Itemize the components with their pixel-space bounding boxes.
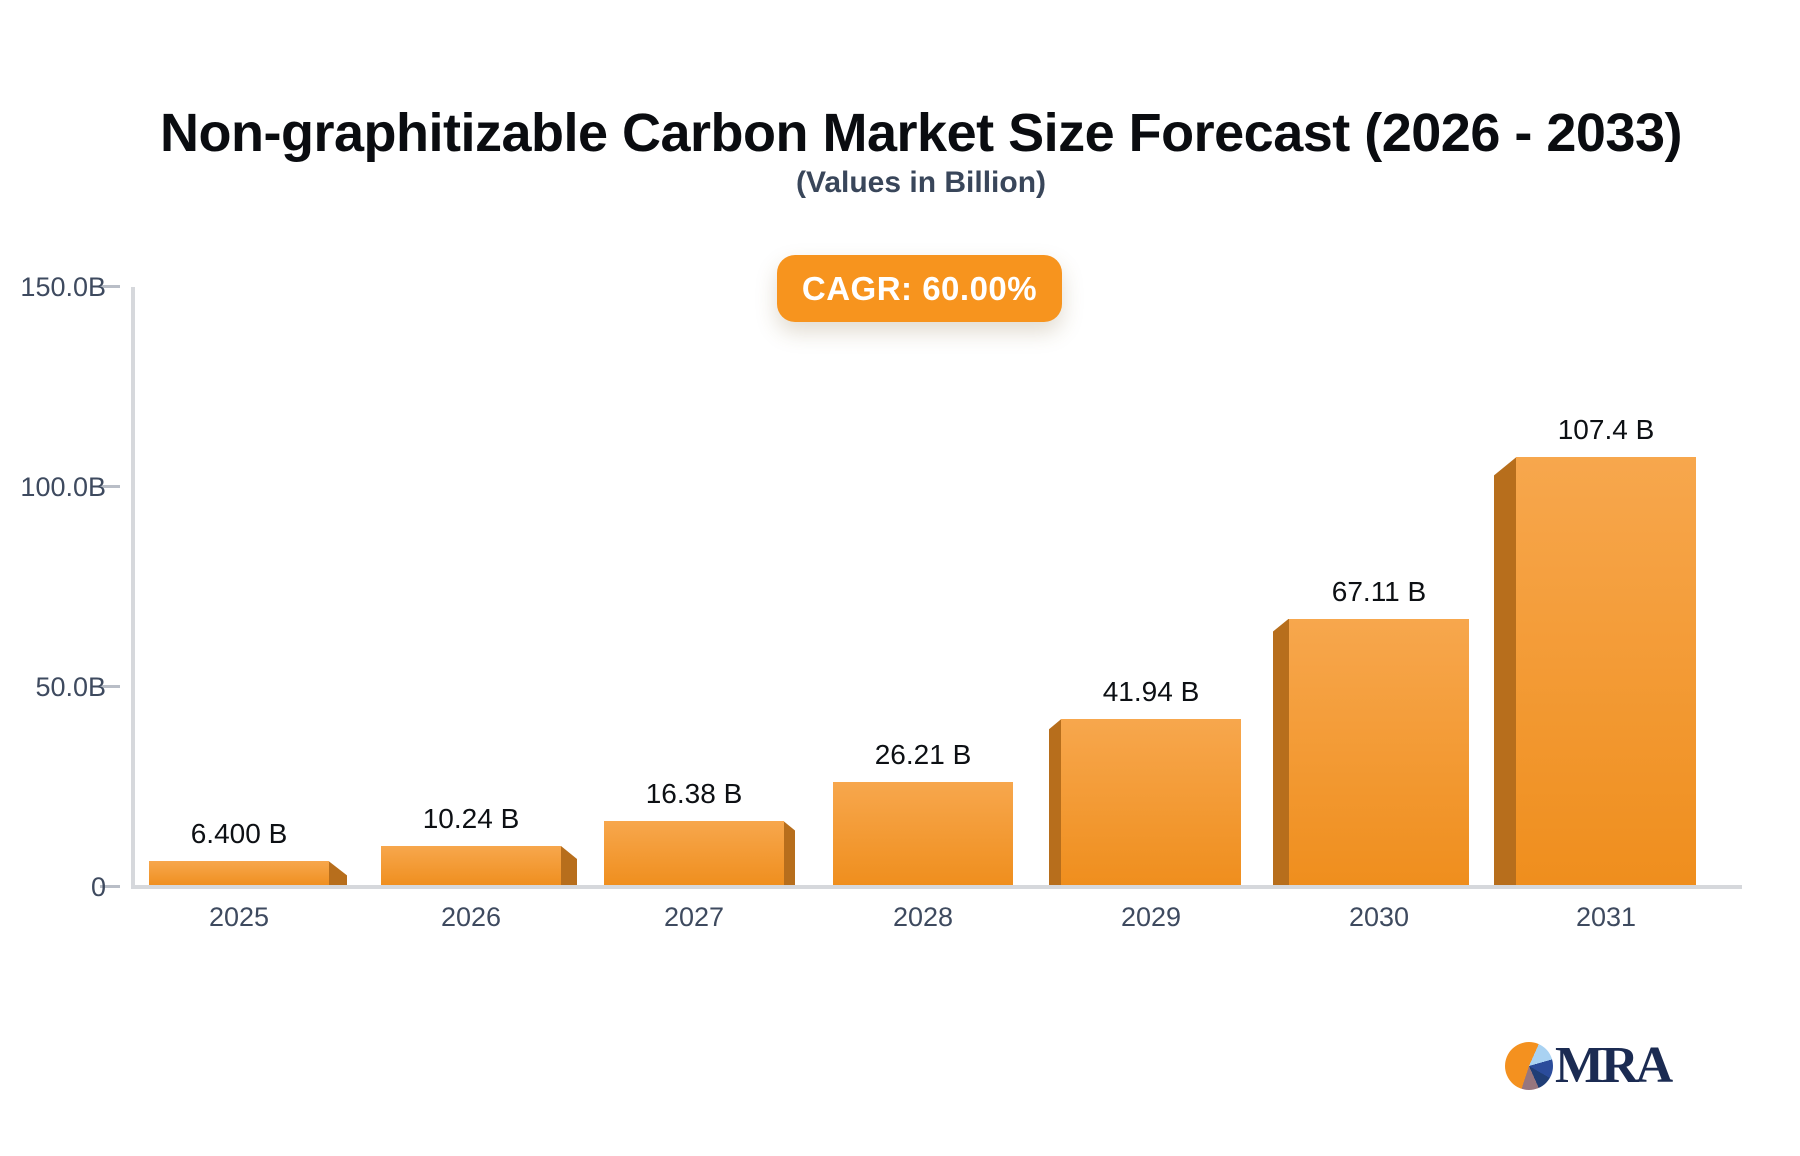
chart-title: Non-graphitizable Carbon Market Size For… <box>160 103 1682 163</box>
x-axis-line <box>131 885 1742 889</box>
bar-3d-side <box>1049 719 1061 887</box>
mra-logo: MRA <box>1505 1037 1673 1094</box>
pie-chart-logo-icon <box>1505 1042 1553 1090</box>
bar-3d-side <box>784 821 795 887</box>
y-axis-tick-mark <box>100 885 120 888</box>
bar-3d-side <box>1494 457 1516 887</box>
bar-value-label: 26.21 B <box>874 739 972 771</box>
bar <box>833 782 1013 887</box>
bar-value-label: 10.24 B <box>422 803 520 835</box>
bar-value-label: 6.400 B <box>190 818 288 850</box>
x-axis-label: 2026 <box>440 902 502 932</box>
bar-3d-side <box>1273 618 1289 887</box>
bar <box>1289 618 1469 887</box>
bar <box>604 821 784 887</box>
y-axis-tick-label: 50.0B <box>35 672 106 702</box>
bar-value-label: 16.38 B <box>645 778 743 810</box>
y-axis-line <box>131 287 135 889</box>
x-axis-label: 2031 <box>1575 902 1637 932</box>
y-axis-tick-label: 100.0B <box>20 472 106 502</box>
bar-3d-side <box>329 861 347 887</box>
x-axis-label: 2030 <box>1348 902 1410 932</box>
y-axis-tick-mark <box>100 685 120 688</box>
y-axis-tick-label: 0 <box>90 872 106 902</box>
y-axis-tick-mark <box>100 485 120 488</box>
bar-3d-side <box>561 846 577 887</box>
cagr-badge-label: CAGR: 60.00% <box>801 269 1038 307</box>
chart-subtitle: (Values in Billion) <box>795 166 1047 199</box>
y-axis-tick-mark <box>100 285 120 288</box>
x-axis-label: 2028 <box>892 902 954 932</box>
y-axis-tick-label: 150.0B <box>20 272 106 302</box>
logo-text: MRA <box>1555 1037 1673 1094</box>
bar <box>1516 457 1696 887</box>
bar-value-label: 107.4 B <box>1557 414 1655 446</box>
x-axis-label: 2029 <box>1120 902 1182 932</box>
bar <box>149 861 329 887</box>
bar-value-label: 67.11 B <box>1331 575 1427 607</box>
bar-value-label: 41.94 B <box>1102 676 1200 708</box>
bar <box>1061 719 1241 887</box>
cagr-badge: CAGR: 60.00% <box>777 255 1062 322</box>
x-axis-label: 2025 <box>208 902 270 932</box>
x-axis-label: 2027 <box>663 902 725 932</box>
bar <box>381 846 561 887</box>
